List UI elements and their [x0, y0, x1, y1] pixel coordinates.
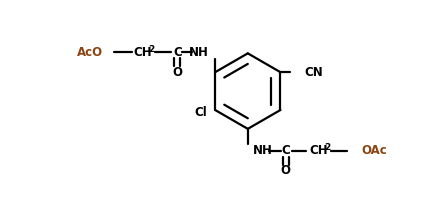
Text: NH: NH — [252, 144, 272, 157]
Text: OAc: OAc — [360, 144, 386, 157]
Text: Cl: Cl — [194, 106, 207, 119]
Text: C: C — [172, 46, 181, 59]
Text: C: C — [280, 144, 289, 157]
Text: O: O — [172, 66, 182, 79]
Text: 2: 2 — [323, 143, 330, 152]
Text: AcO: AcO — [77, 46, 103, 59]
Text: CH: CH — [133, 46, 151, 59]
Text: 2: 2 — [148, 45, 154, 54]
Text: NH: NH — [189, 46, 209, 59]
Text: CN: CN — [304, 66, 322, 79]
Text: O: O — [280, 164, 290, 177]
Text: CH: CH — [308, 144, 327, 157]
